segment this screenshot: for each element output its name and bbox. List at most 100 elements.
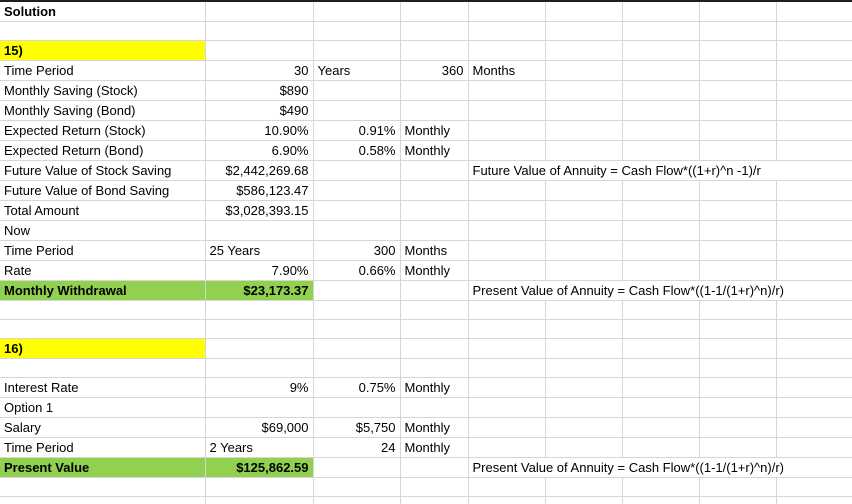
cell-I21[interactable] <box>776 397 852 418</box>
cell-A24[interactable]: Present Value <box>0 457 206 478</box>
cell-I2[interactable] <box>776 21 852 41</box>
cell-C25[interactable] <box>313 477 401 497</box>
cell-I12[interactable] <box>776 220 852 241</box>
cell-C26[interactable] <box>313 496 401 504</box>
cell-G26[interactable] <box>622 496 700 504</box>
cell-D21[interactable] <box>400 397 469 418</box>
cell-D11[interactable] <box>400 200 469 221</box>
cell-I20[interactable] <box>776 377 852 398</box>
cell-D17[interactable] <box>400 319 469 339</box>
cell-I26[interactable] <box>776 496 852 504</box>
cell-H1[interactable] <box>699 2 777 22</box>
cell-I22[interactable] <box>776 417 852 438</box>
cell-F16[interactable] <box>545 300 623 320</box>
cell-I3[interactable] <box>776 40 852 61</box>
cell-G7[interactable] <box>622 120 700 141</box>
cell-G1[interactable] <box>622 2 700 22</box>
cell-G14[interactable] <box>622 260 700 281</box>
cell-C6[interactable] <box>313 100 401 121</box>
cell-F14[interactable] <box>545 260 623 281</box>
cell-H16[interactable] <box>699 300 777 320</box>
cell-H12[interactable] <box>699 220 777 241</box>
cell-C21[interactable] <box>313 397 401 418</box>
cell-A20[interactable]: Interest Rate <box>0 377 206 398</box>
cell-E3[interactable] <box>468 40 546 61</box>
cell-I16[interactable] <box>776 300 852 320</box>
cell-D1[interactable] <box>400 2 469 22</box>
cell-B1[interactable] <box>205 2 314 22</box>
cell-D12[interactable] <box>400 220 469 241</box>
cell-B22[interactable]: $69,000 <box>205 417 314 438</box>
cell-F7[interactable] <box>545 120 623 141</box>
cell-F26[interactable] <box>545 496 623 504</box>
cell-B13[interactable]: 25 Years <box>205 240 314 261</box>
cell-H11[interactable] <box>699 200 777 221</box>
cell-E13[interactable] <box>468 240 546 261</box>
cell-E16[interactable] <box>468 300 546 320</box>
cell-H14[interactable] <box>699 260 777 281</box>
cell-E14[interactable] <box>468 260 546 281</box>
cell-H7[interactable] <box>699 120 777 141</box>
cell-A3[interactable]: 15) <box>0 40 206 61</box>
cell-H26[interactable] <box>699 496 777 504</box>
cell-G3[interactable] <box>622 40 700 61</box>
cell-D6[interactable] <box>400 100 469 121</box>
cell-B11[interactable]: $3,028,393.15 <box>205 200 314 221</box>
cell-G11[interactable] <box>622 200 700 221</box>
cell-G12[interactable] <box>622 220 700 241</box>
cell-G18[interactable] <box>622 338 700 359</box>
cell-F19[interactable] <box>545 358 623 378</box>
cell-E2[interactable] <box>468 21 546 41</box>
cell-E8[interactable] <box>468 140 546 161</box>
cell-H6[interactable] <box>699 100 777 121</box>
cell-E17[interactable] <box>468 319 546 339</box>
cell-A8[interactable]: Expected Return (Bond) <box>0 140 206 161</box>
cell-B9[interactable]: $2,442,269.68 <box>205 160 314 181</box>
cell-G8[interactable] <box>622 140 700 161</box>
cell-C14[interactable]: 0.66% <box>313 260 401 281</box>
cell-A21[interactable]: Option 1 <box>0 397 206 418</box>
cell-D10[interactable] <box>400 180 469 201</box>
cell-G5[interactable] <box>622 80 700 101</box>
cell-I25[interactable] <box>776 477 852 497</box>
cell-A1[interactable]: Solution <box>0 2 206 22</box>
cell-I23[interactable] <box>776 437 852 458</box>
cell-C19[interactable] <box>313 358 401 378</box>
cell-C5[interactable] <box>313 80 401 101</box>
cell-C9[interactable] <box>313 160 401 181</box>
cell-E23[interactable] <box>468 437 546 458</box>
cell-B16[interactable] <box>205 300 314 320</box>
cell-I4[interactable] <box>776 60 852 81</box>
cell-A14[interactable]: Rate <box>0 260 206 281</box>
cell-H22[interactable] <box>699 417 777 438</box>
cell-G6[interactable] <box>622 100 700 121</box>
cell-C24[interactable] <box>313 457 401 478</box>
cell-I18[interactable] <box>776 338 852 359</box>
cell-B3[interactable] <box>205 40 314 61</box>
cell-F3[interactable] <box>545 40 623 61</box>
cell-E25[interactable] <box>468 477 546 497</box>
cell-C20[interactable]: 0.75% <box>313 377 401 398</box>
cell-B6[interactable]: $490 <box>205 100 314 121</box>
cell-D26[interactable] <box>400 496 469 504</box>
cell-G17[interactable] <box>622 319 700 339</box>
cell-D16[interactable] <box>400 300 469 320</box>
cell-F25[interactable] <box>545 477 623 497</box>
cell-F1[interactable] <box>545 2 623 22</box>
cell-H23[interactable] <box>699 437 777 458</box>
cell-D19[interactable] <box>400 358 469 378</box>
cell-A4[interactable]: Time Period <box>0 60 206 81</box>
cell-E15[interactable]: Present Value of Annuity = Cash Flow*((1… <box>468 280 852 301</box>
cell-C2[interactable] <box>313 21 401 41</box>
cell-B19[interactable] <box>205 358 314 378</box>
cell-A5[interactable]: Monthly Saving (Stock) <box>0 80 206 101</box>
cell-F5[interactable] <box>545 80 623 101</box>
cell-A2[interactable] <box>0 21 206 41</box>
cell-D9[interactable] <box>400 160 469 181</box>
cell-G16[interactable] <box>622 300 700 320</box>
cell-D13[interactable]: Months <box>400 240 469 261</box>
cell-F20[interactable] <box>545 377 623 398</box>
cell-F18[interactable] <box>545 338 623 359</box>
cell-D23[interactable]: Monthly <box>400 437 469 458</box>
cell-E4[interactable]: Months <box>468 60 546 81</box>
